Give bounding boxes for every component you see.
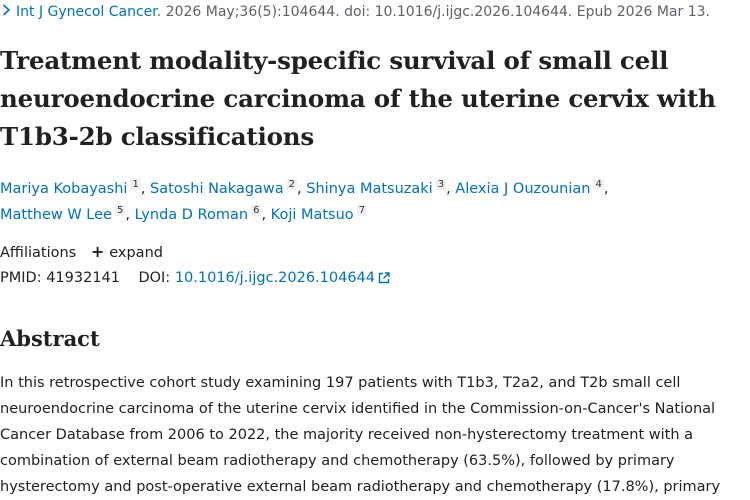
author-link[interactable]: Shinya Matsuzaki bbox=[306, 181, 433, 197]
doi-link[interactable]: 10.1016/j.ijgc.2026.104644 bbox=[174, 270, 376, 286]
affiliation-ref[interactable]: 2 bbox=[286, 179, 298, 190]
affiliation-ref[interactable]: 4 bbox=[593, 179, 604, 190]
citation-details: . 2026 May;36(5):104644. doi: 10.1016/j.… bbox=[156, 4, 710, 20]
plus-icon[interactable]: + bbox=[90, 242, 105, 261]
affiliation-ref[interactable]: 5 bbox=[114, 205, 126, 216]
author-link[interactable]: Koji Matsuo bbox=[270, 207, 354, 223]
abstract-text: In this retrospective cohort study exami… bbox=[0, 375, 721, 495]
affiliation-ref[interactable]: 1 bbox=[130, 179, 141, 190]
author-list: Mariya Kobayashi 1, Satoshi Nakagawa 2, Sh… bbox=[0, 179, 609, 223]
external-link-icon[interactable] bbox=[378, 272, 390, 288]
author-link[interactable]: Satoshi Nakagawa bbox=[150, 181, 284, 197]
doi-label: DOI: bbox=[138, 270, 171, 286]
affiliation-ref[interactable]: 6 bbox=[251, 205, 262, 216]
author-link[interactable]: Alexia J Ouzounian bbox=[455, 181, 591, 197]
pmid-label: PMID: bbox=[0, 270, 42, 286]
author-link[interactable]: Lynda D Roman bbox=[134, 207, 249, 223]
pmid-value: 41932141 bbox=[46, 270, 121, 286]
citation-line: Int J Gynecol Cancer. 2026 May;36(5):104… bbox=[2, 4, 710, 20]
chevron-right-icon[interactable] bbox=[2, 4, 16, 20]
affiliations-label: Affiliations bbox=[0, 245, 77, 261]
affiliations-row: Affiliations + expand bbox=[0, 242, 163, 261]
identifiers-row: PMID: 41932141 DOI: 10.1016/j.ijgc.2026.… bbox=[0, 270, 390, 288]
affiliation-ref[interactable]: 7 bbox=[356, 205, 368, 216]
author-link[interactable]: Mariya Kobayashi bbox=[0, 181, 128, 197]
affiliation-ref[interactable]: 3 bbox=[435, 179, 447, 190]
affiliations-expand-button[interactable]: expand bbox=[109, 245, 163, 261]
abstract-heading: Abstract bbox=[0, 326, 100, 351]
journal-link[interactable]: Int J Gynecol Cancer bbox=[16, 4, 157, 20]
author-link[interactable]: Matthew W Lee bbox=[0, 207, 112, 223]
article-title: Treatment modality-specific survival of … bbox=[0, 46, 716, 151]
